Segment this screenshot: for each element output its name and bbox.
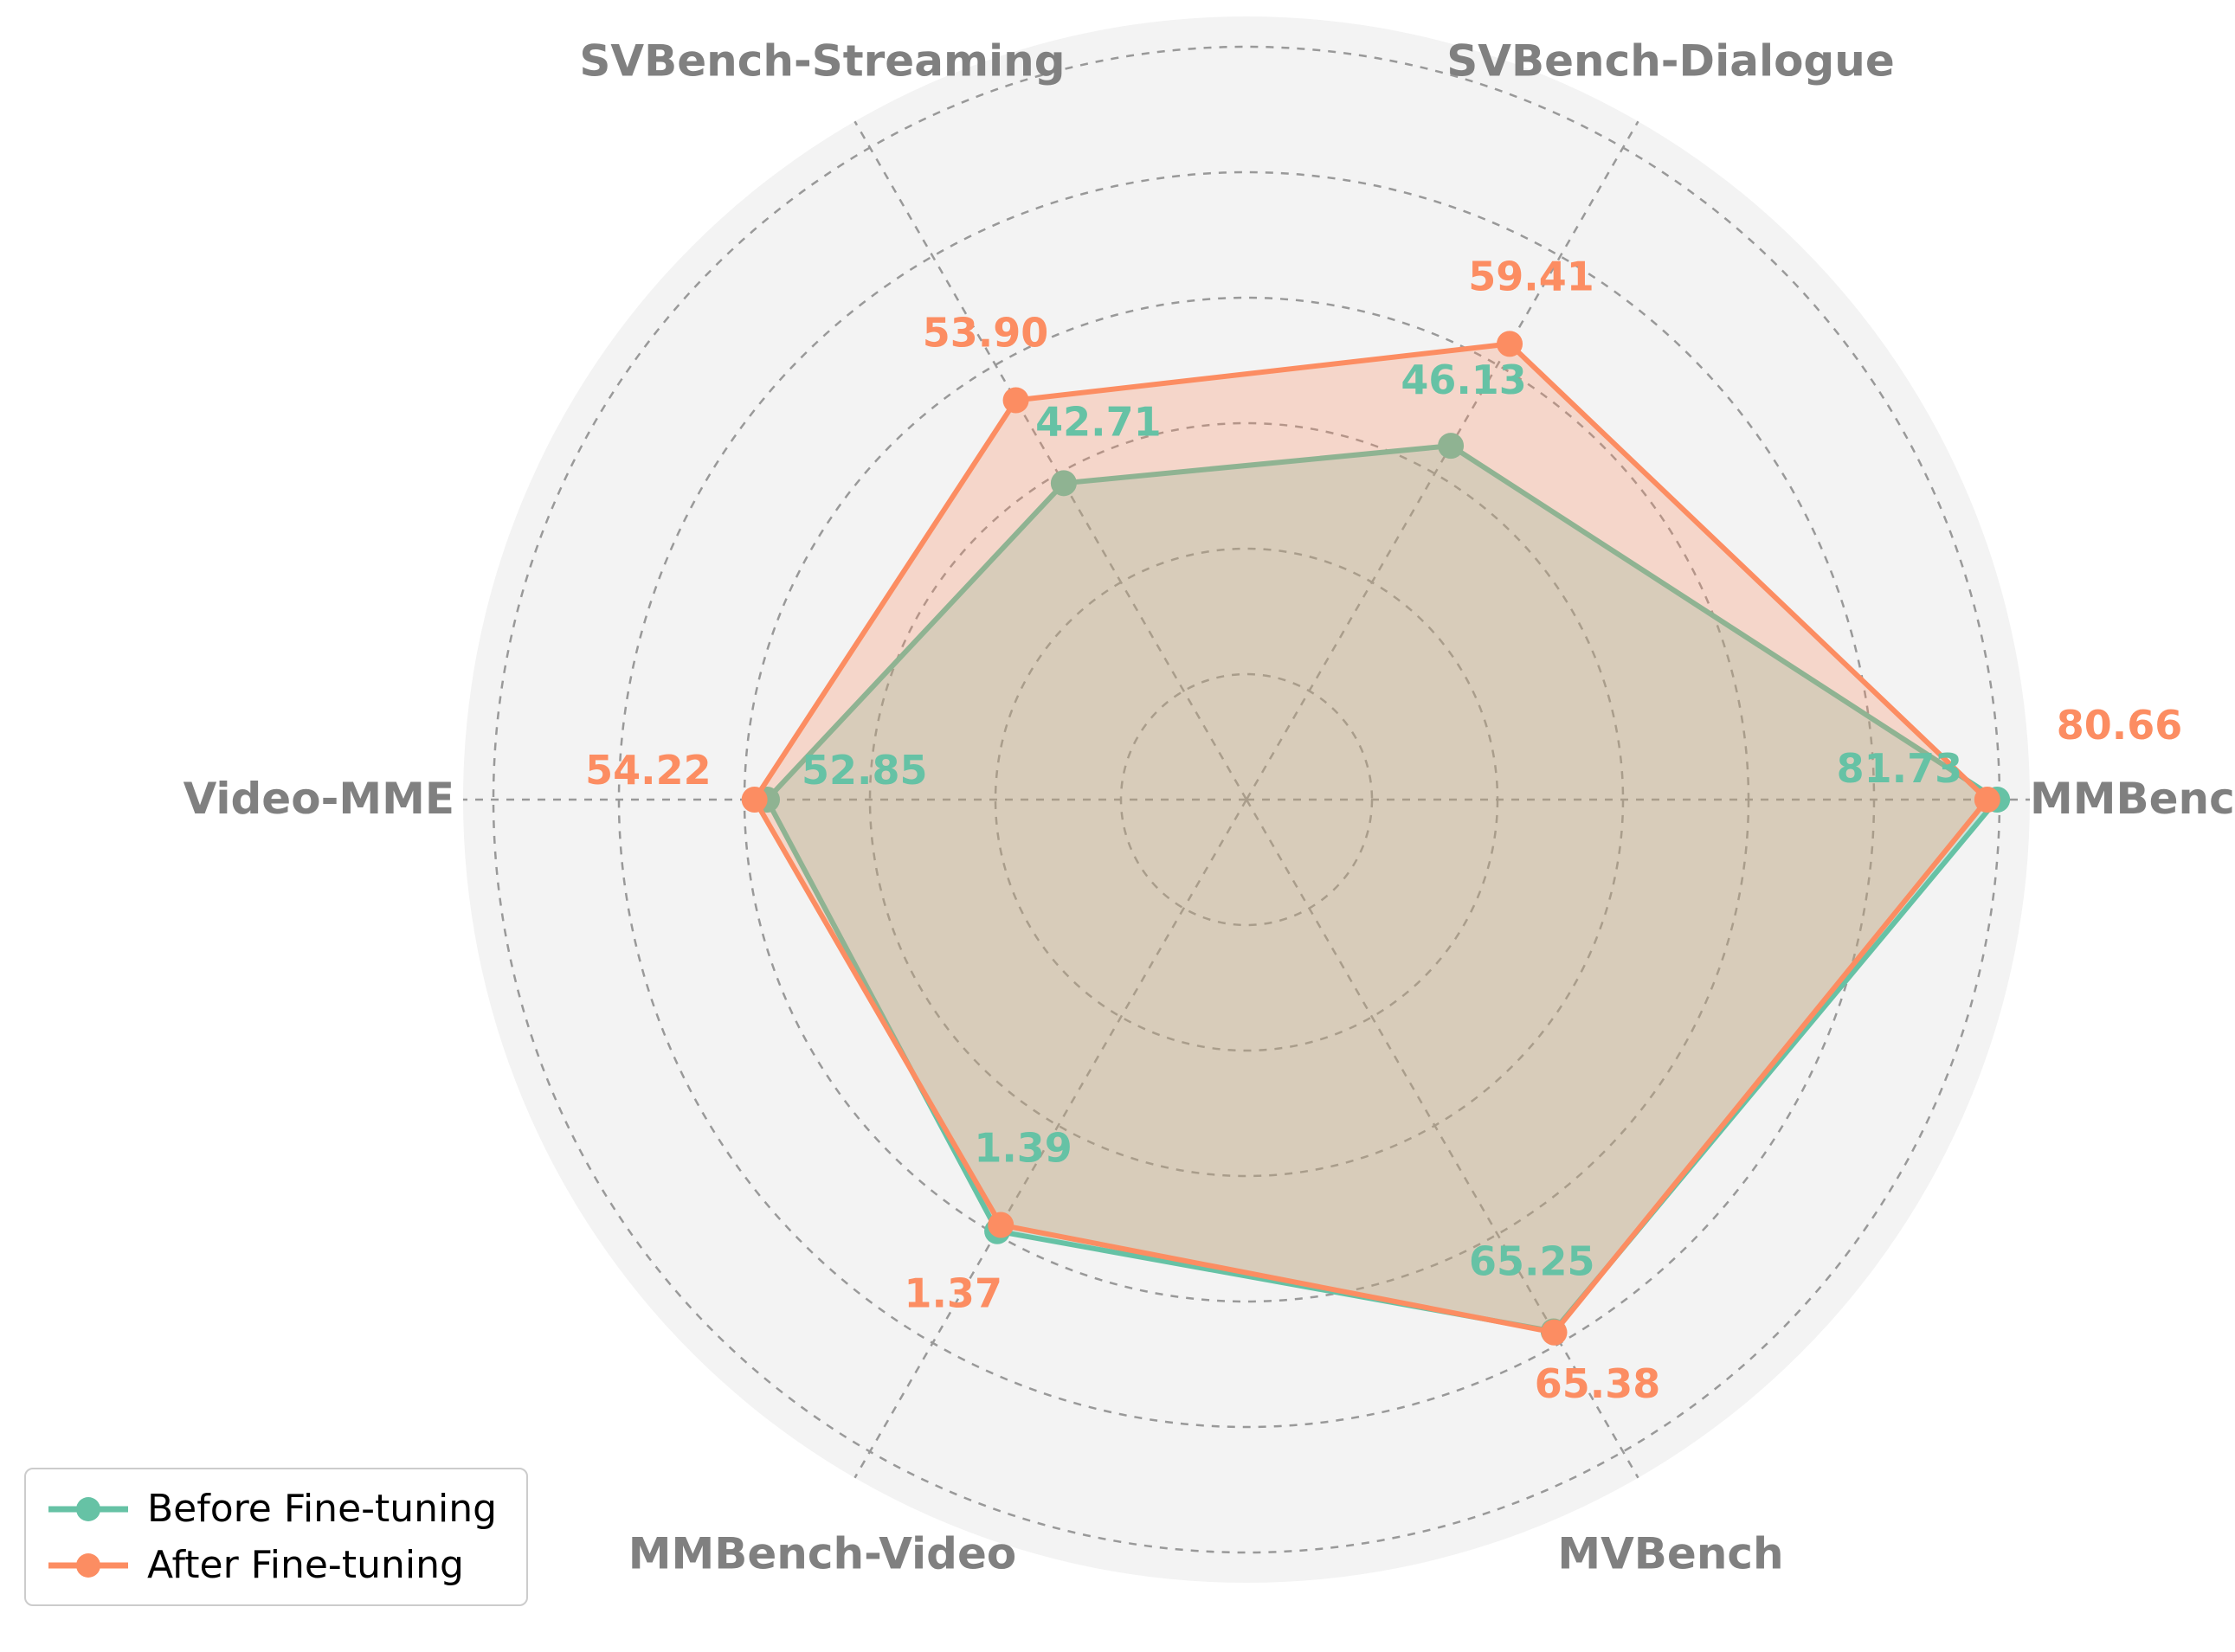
value-label-1-MMBench-Video: 1.37	[904, 1270, 1002, 1317]
data-point-0-SVBench-Dialogue	[1438, 433, 1465, 460]
axis-label-MVBench: MVBench	[1557, 1529, 1783, 1579]
axis-label-MMBench-Video: MMBench-Video	[628, 1529, 1017, 1579]
value-label-1-MVBench: 65.38	[1535, 1360, 1661, 1407]
grid-spoke	[853, 799, 1248, 1479]
value-label-1-Video-MME: 54.22	[585, 747, 712, 794]
grid-spoke	[1245, 799, 1639, 1479]
value-label-0-SVBench-Streaming: 42.71	[1035, 398, 1162, 445]
data-point-1-SVBench-Streaming	[1002, 387, 1029, 414]
value-label-0-MMBench-Video: 1.39	[974, 1125, 1072, 1172]
axis-label-Video-MME: Video-MME	[184, 774, 454, 824]
grid-spoke	[853, 120, 1248, 800]
value-label-0-MMBench: 81.73	[1837, 745, 1963, 792]
grid-spoke	[1245, 120, 1639, 800]
value-label-0-Video-MME: 52.85	[802, 747, 928, 794]
axis-label-SVBench-Dialogue: SVBench-Dialogue	[1446, 35, 1894, 86]
data-point-1-MMBench-Video	[988, 1212, 1014, 1238]
axis-label-SVBench-Streaming: SVBench-Streaming	[579, 35, 1065, 86]
value-label-0-SVBench-Dialogue: 46.13	[1401, 357, 1527, 403]
legend-marker-before-icon	[48, 1496, 128, 1521]
data-point-1-SVBench-Dialogue	[1497, 331, 1523, 357]
legend: Before Fine-tuning After Fine-tuning	[24, 1468, 529, 1606]
legend-marker-after-icon	[48, 1552, 128, 1578]
data-point-1-MVBench	[1541, 1319, 1568, 1346]
legend-label-after: After Fine-tuning	[147, 1543, 464, 1587]
data-point-0-SVBench-Streaming	[1050, 470, 1077, 497]
data-point-1-Video-MME	[741, 787, 768, 813]
value-label-1-MMBench: 80.66	[2057, 702, 2183, 749]
axis-label-MMBench: MMBench	[2030, 774, 2235, 824]
legend-item-after: After Fine-tuning	[45, 1541, 497, 1589]
legend-item-before: Before Fine-tuning	[45, 1485, 497, 1533]
value-label-1-SVBench-Streaming: 53.90	[923, 310, 1049, 357]
value-label-0-MVBench: 65.25	[1469, 1238, 1595, 1285]
data-point-1-MMBench	[1974, 787, 2000, 813]
legend-label-before: Before Fine-tuning	[147, 1487, 498, 1531]
value-label-1-SVBench-Dialogue: 59.41	[1468, 253, 1594, 299]
